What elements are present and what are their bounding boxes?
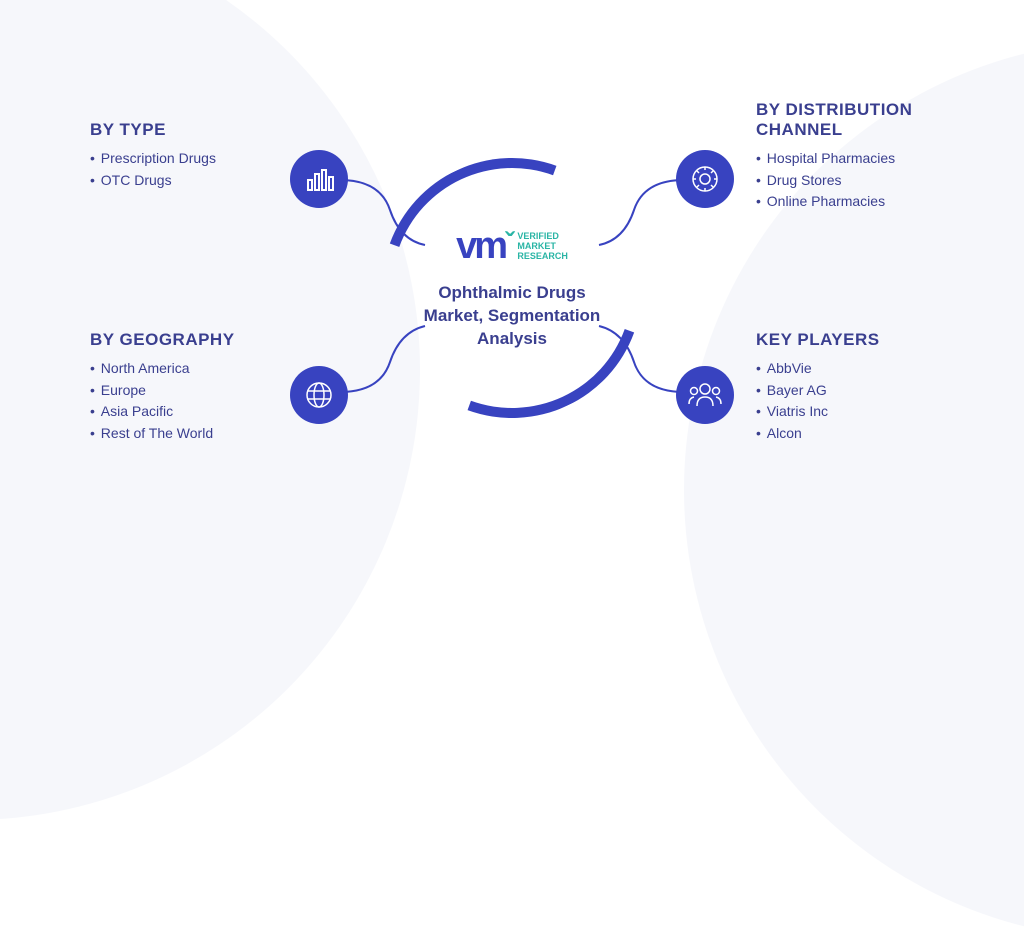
segment-list: AbbVieBayer AGViatris IncAlcon [756, 358, 956, 445]
segment-title: BY TYPE [90, 120, 280, 140]
segment-list: Prescription DrugsOTC Drugs [90, 148, 280, 191]
list-item: Viatris Inc [756, 401, 956, 423]
list-item: North America [90, 358, 280, 380]
logo-mark: vmˇ [456, 225, 511, 268]
segment-key-players: KEY PLAYERS AbbVieBayer AGViatris IncAlc… [756, 330, 956, 445]
list-item: Rest of The World [90, 423, 280, 445]
segment-title: BY GEOGRAPHY [90, 330, 280, 350]
segment-by-geography: BY GEOGRAPHY North AmericaEuropeAsia Pac… [90, 330, 280, 445]
list-item: Europe [90, 380, 280, 402]
segment-title: BY DISTRIBUTION CHANNEL [756, 100, 976, 140]
center-title: Ophthalmic Drugs Market, Segmentation An… [392, 282, 632, 351]
globe-icon [290, 366, 348, 424]
segment-list: Hospital PharmaciesDrug StoresOnline Pha… [756, 148, 976, 213]
list-item: Bayer AG [756, 380, 956, 402]
bar-chart-icon [290, 150, 348, 208]
segment-by-distribution: BY DISTRIBUTION CHANNEL Hospital Pharmac… [756, 100, 976, 213]
gear-icon [676, 150, 734, 208]
logo-text: VERIFIED MARKET RESEARCH [517, 232, 568, 262]
list-item: Hospital Pharmacies [756, 148, 976, 170]
segment-title: KEY PLAYERS [756, 330, 956, 350]
list-item: Prescription Drugs [90, 148, 280, 170]
people-icon [676, 366, 734, 424]
list-item: Asia Pacific [90, 401, 280, 423]
segment-list: North AmericaEuropeAsia PacificRest of T… [90, 358, 280, 445]
diagram-root: vmˇ VERIFIED MARKET RESEARCH Ophthalmic … [0, 0, 1024, 576]
center-circle: vmˇ VERIFIED MARKET RESEARCH Ophthalmic … [392, 168, 632, 408]
list-item: Alcon [756, 423, 956, 445]
list-item: AbbVie [756, 358, 956, 380]
list-item: Online Pharmacies [756, 191, 976, 213]
logo: vmˇ VERIFIED MARKET RESEARCH [456, 225, 568, 268]
segment-by-type: BY TYPE Prescription DrugsOTC Drugs [90, 120, 280, 191]
list-item: Drug Stores [756, 170, 976, 192]
list-item: OTC Drugs [90, 170, 280, 192]
